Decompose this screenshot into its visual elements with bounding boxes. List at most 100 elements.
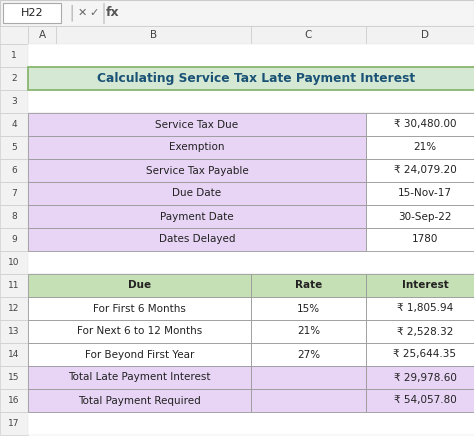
Text: Calculating Service Tax Late Payment Interest: Calculating Service Tax Late Payment Int… [97, 72, 415, 85]
Text: 8: 8 [11, 212, 17, 221]
Bar [251, 26, 366, 44]
Text: Payment Date: Payment Date [160, 212, 234, 222]
Bar [366, 182, 474, 205]
Text: 1780: 1780 [412, 235, 438, 244]
Text: 16: 16 [8, 396, 20, 405]
Text: 27%: 27% [297, 350, 320, 360]
Bar [251, 320, 366, 343]
Bar [0, 366, 28, 389]
Text: 7: 7 [11, 189, 17, 198]
Text: │: │ [68, 5, 76, 21]
Bar [28, 67, 474, 90]
Text: ₹ 24,079.20: ₹ 24,079.20 [393, 166, 456, 176]
Bar [28, 228, 474, 251]
Bar [28, 412, 474, 435]
Text: 4: 4 [11, 120, 17, 129]
Text: ₹ 30,480.00: ₹ 30,480.00 [394, 119, 456, 129]
Text: 13: 13 [8, 327, 20, 336]
Bar [28, 389, 474, 412]
Bar [251, 366, 366, 389]
Bar [28, 320, 251, 343]
Text: D: D [421, 30, 429, 40]
Text: 2: 2 [11, 74, 17, 83]
Bar [366, 136, 474, 159]
Text: 1: 1 [11, 51, 17, 60]
Bar [28, 228, 366, 251]
Text: 5: 5 [11, 143, 17, 152]
Text: Rate: Rate [295, 281, 322, 291]
Bar [56, 26, 251, 44]
Bar [28, 366, 251, 389]
Text: ✓: ✓ [89, 8, 99, 18]
Bar [28, 67, 474, 90]
Text: A: A [38, 30, 46, 40]
Text: For Next 6 to 12 Months: For Next 6 to 12 Months [77, 326, 202, 336]
Text: 10: 10 [8, 258, 20, 267]
Text: Interest: Interest [401, 281, 448, 291]
Bar [28, 366, 474, 389]
Text: 6: 6 [11, 166, 17, 175]
Bar [0, 228, 28, 251]
Bar [28, 26, 56, 44]
Text: For First 6 Months: For First 6 Months [93, 304, 186, 313]
Text: Due Date: Due Date [173, 188, 221, 198]
Bar [366, 274, 474, 297]
Bar [366, 297, 474, 320]
Bar [0, 67, 28, 90]
Text: H22: H22 [21, 8, 43, 18]
Bar [28, 274, 474, 297]
Bar [0, 44, 28, 67]
Text: 9: 9 [11, 235, 17, 244]
Text: ✕: ✕ [77, 8, 87, 18]
Text: 14: 14 [9, 350, 20, 359]
Bar [28, 205, 366, 228]
Text: 17: 17 [8, 419, 20, 428]
Bar [366, 113, 474, 136]
Text: fx: fx [106, 7, 120, 20]
Bar [0, 274, 28, 297]
Bar [28, 159, 474, 182]
Bar [28, 136, 366, 159]
Bar [28, 159, 366, 182]
Bar [0, 297, 28, 320]
Bar [251, 343, 366, 366]
Bar [366, 205, 474, 228]
Bar [366, 366, 474, 389]
Bar [0, 412, 28, 435]
Text: ₹ 2,528.32: ₹ 2,528.32 [397, 326, 453, 336]
Bar [28, 343, 474, 366]
Text: 11: 11 [8, 281, 20, 290]
Text: ₹ 1,805.94: ₹ 1,805.94 [397, 304, 453, 313]
Bar [366, 228, 474, 251]
Text: 15: 15 [8, 373, 20, 382]
Text: 12: 12 [9, 304, 20, 313]
Bar [0, 251, 28, 274]
Text: Dates Delayed: Dates Delayed [159, 235, 235, 244]
Bar [28, 205, 474, 228]
Bar [28, 320, 474, 343]
Bar [28, 44, 474, 67]
Text: 21%: 21% [413, 142, 437, 153]
Bar [0, 182, 28, 205]
Bar [251, 297, 366, 320]
Bar [28, 136, 474, 159]
Text: Service Tax Payable: Service Tax Payable [146, 166, 248, 176]
Bar [28, 297, 474, 320]
Bar [28, 297, 251, 320]
Bar [251, 274, 366, 297]
Bar [0, 136, 28, 159]
Text: 30-Sep-22: 30-Sep-22 [398, 212, 452, 222]
Text: Total Late Payment Interest: Total Late Payment Interest [68, 372, 211, 382]
Bar [366, 159, 474, 182]
Text: Exemption: Exemption [169, 142, 225, 153]
Bar [366, 320, 474, 343]
Text: B: B [150, 30, 157, 40]
Bar [28, 343, 251, 366]
Bar [0, 205, 28, 228]
Bar [366, 389, 474, 412]
Bar [0, 343, 28, 366]
Bar [0, 90, 28, 113]
Bar [28, 389, 251, 412]
Text: ₹ 54,057.80: ₹ 54,057.80 [393, 395, 456, 406]
Bar [28, 182, 366, 205]
